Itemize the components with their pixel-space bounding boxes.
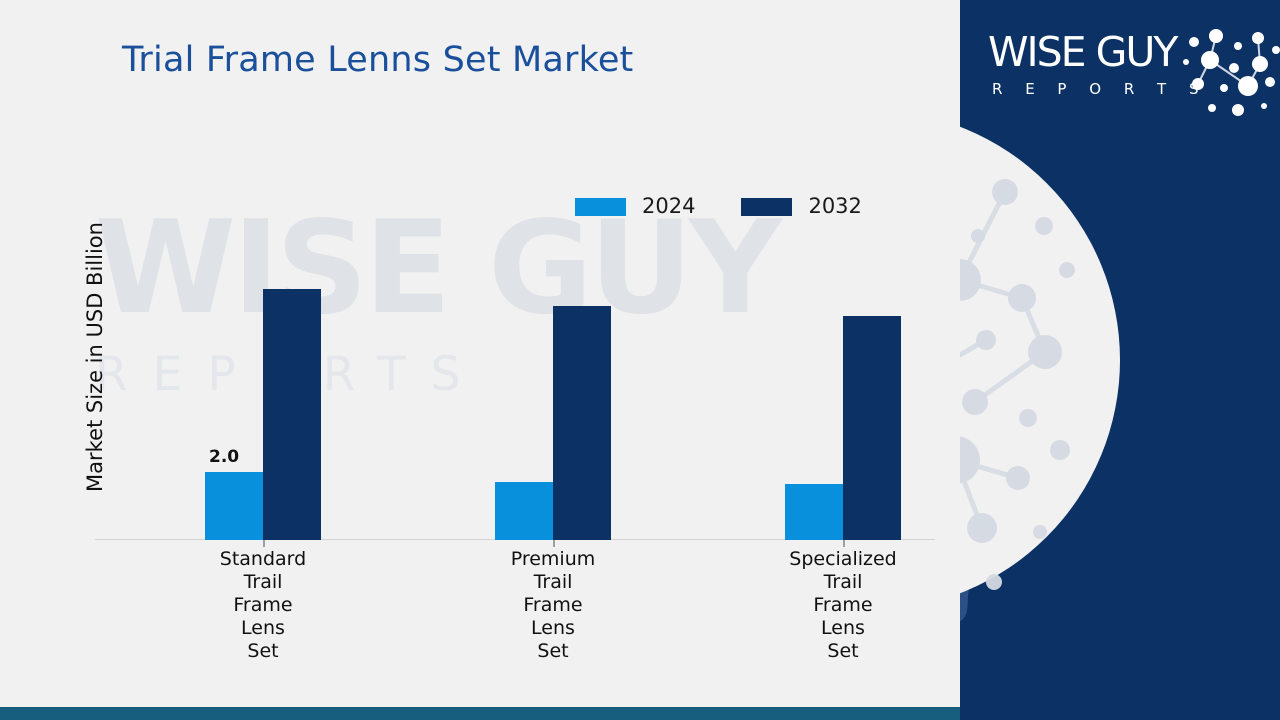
category-label-line: Set xyxy=(827,640,859,662)
bar-pair xyxy=(785,150,901,540)
molecule-dots-graphic xyxy=(960,179,1075,590)
bottom-accent-strip xyxy=(0,707,960,720)
logo-dots-icon xyxy=(1183,29,1280,116)
legend-label-2024: 2024 xyxy=(642,194,696,218)
bar-pair xyxy=(495,150,611,540)
category-label-line: Trail xyxy=(533,571,573,593)
bar-pair xyxy=(205,150,321,540)
category-label-line: Lens xyxy=(821,617,865,639)
bar-2024[interactable] xyxy=(205,472,263,540)
category-label-line: Lens xyxy=(241,617,285,639)
bar-value-label: 2.0 xyxy=(209,447,240,467)
x-axis-tick xyxy=(843,540,845,547)
category-label-line: Frame xyxy=(233,594,293,616)
category-label-line: Premium xyxy=(510,548,596,570)
bar-2024[interactable] xyxy=(785,484,843,540)
x-axis-tick xyxy=(553,540,555,547)
category-label-line: Lens xyxy=(531,617,575,639)
brand-panel: WISE GUY R E P O R T S xyxy=(960,0,1280,720)
legend-item-2032[interactable]: 2032 xyxy=(741,194,862,218)
category-label-line: Set xyxy=(247,640,279,662)
x-axis-tick xyxy=(263,540,265,547)
bar-2032[interactable] xyxy=(553,306,611,540)
legend-item-2024[interactable]: 2024 xyxy=(575,196,695,217)
bar-2024[interactable] xyxy=(495,482,553,540)
logo-subtext: R E P O R T S xyxy=(992,80,1208,98)
category-label-line: Trail xyxy=(243,571,283,593)
category-label-line: Frame xyxy=(523,594,583,616)
category-label-line: Trail xyxy=(823,571,863,593)
legend-label-2032: 2032 xyxy=(808,194,862,218)
bar-2032[interactable] xyxy=(263,289,321,540)
category-label-line: Specialized xyxy=(789,548,897,570)
category-label-line: Frame xyxy=(813,594,873,616)
chart-legend: 2024 2032 xyxy=(575,196,862,217)
category-label-line: Set xyxy=(537,640,569,662)
chart-title: Trial Frame Lenns Set Market xyxy=(122,40,634,80)
legend-swatch-2024 xyxy=(575,197,626,216)
bar-2032[interactable] xyxy=(843,316,901,540)
category-label: Standard Trail Frame Lens Set xyxy=(163,548,363,663)
category-label: Specialized Trail Frame Lens Set xyxy=(743,548,943,663)
logo-wordmark: WISE GUY xyxy=(988,28,1178,76)
category-label: Premium Trail Frame Lens Set xyxy=(453,548,653,663)
legend-swatch-2032 xyxy=(741,197,793,216)
wiseguy-logo: WISE GUY R E P O R T S xyxy=(980,28,1280,118)
plot-area: 2.0 Standard Trail Frame Lens Set Premium Trail… xyxy=(95,150,935,662)
category-label-line: Standard xyxy=(219,548,307,570)
